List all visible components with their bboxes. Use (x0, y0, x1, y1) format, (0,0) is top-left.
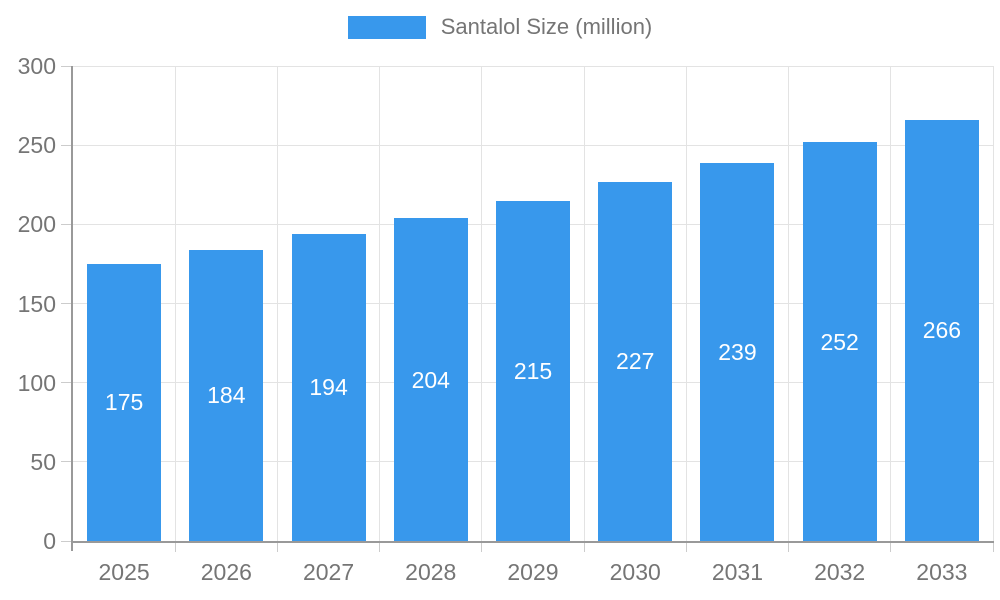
bar-2030 (598, 181, 673, 541)
x-axis-line (71, 541, 994, 543)
bar-value-label: 215 (513, 357, 553, 384)
y-axis-tick-label: 100 (17, 369, 56, 396)
y-axis-tick-label: 0 (43, 528, 56, 554)
x-axis-category-label: 2028 (405, 559, 457, 585)
bar-2029 (496, 200, 570, 541)
y-axis-tick (61, 223, 71, 225)
y-axis-tick (61, 382, 71, 384)
legend-swatch-icon (347, 15, 426, 39)
y-axis-tick-label: 50 (30, 448, 56, 475)
y-gridline (73, 65, 993, 67)
y-axis-tick-label: 250 (17, 132, 56, 159)
x-axis-tick (174, 543, 176, 552)
bar-value-label: 184 (207, 382, 246, 409)
x-axis-category-label: 2033 (916, 559, 968, 585)
x-gridline (276, 66, 278, 541)
bar-2026 (189, 249, 264, 541)
x-axis-category-label: 2031 (711, 559, 764, 585)
bar-2028 (393, 218, 468, 541)
y-axis-tick (61, 144, 71, 146)
x-axis-tick (788, 543, 790, 552)
x-gridline (379, 66, 381, 541)
bar-2031 (700, 162, 775, 541)
x-axis-tick (685, 543, 687, 552)
x-gridline (685, 66, 687, 541)
x-axis-category-label: 2026 (200, 559, 252, 585)
bar-value-label: 175 (104, 389, 144, 416)
y-axis-tick-label: 300 (17, 53, 56, 79)
bar-2027 (291, 233, 366, 541)
x-axis-tick (481, 543, 483, 552)
bar-2025 (87, 263, 162, 541)
bar-value-label: 194 (309, 374, 348, 401)
bar-value-label: 266 (922, 317, 962, 344)
bar-value-label: 252 (820, 328, 859, 355)
y-gridline (73, 144, 993, 146)
x-gridline (890, 66, 892, 541)
x-axis-category-label: 2030 (609, 559, 661, 585)
y-axis-tick (61, 540, 71, 542)
x-axis-tick (992, 543, 994, 552)
x-axis-tick (379, 543, 381, 552)
x-gridline (583, 66, 585, 541)
y-axis-line (71, 66, 73, 551)
x-axis-tick (276, 543, 278, 552)
x-axis-tick (890, 543, 892, 552)
x-axis-category-label: 2032 (814, 559, 866, 585)
bar-value-label: 239 (718, 338, 757, 365)
x-gridline (992, 66, 994, 541)
plot-area: 175 184 194 204 215 227 239 252 266 (61, 65, 994, 552)
y-axis-tick-label: 200 (17, 211, 56, 238)
x-axis-tick (583, 543, 585, 552)
bar-2033 (904, 119, 979, 541)
y-axis-tick (61, 461, 71, 463)
legend-label: Santalol Size (million) (440, 14, 653, 39)
x-axis-category-label: 2025 (98, 559, 150, 585)
chart-legend[interactable]: Santalol Size (million) (0, 14, 1000, 40)
x-axis-category-label: 2027 (302, 559, 355, 585)
bar-2032 (802, 142, 877, 541)
y-axis-tick (61, 303, 71, 304)
y-axis-tick-label: 150 (17, 290, 56, 317)
bar-value-label: 227 (616, 348, 655, 375)
x-axis-category-label: 2029 (507, 559, 559, 585)
x-gridline (174, 66, 176, 541)
bar-value-label: 204 (411, 366, 450, 393)
x-gridline (481, 66, 483, 541)
x-gridline (788, 66, 790, 541)
y-axis-tick (61, 65, 71, 67)
